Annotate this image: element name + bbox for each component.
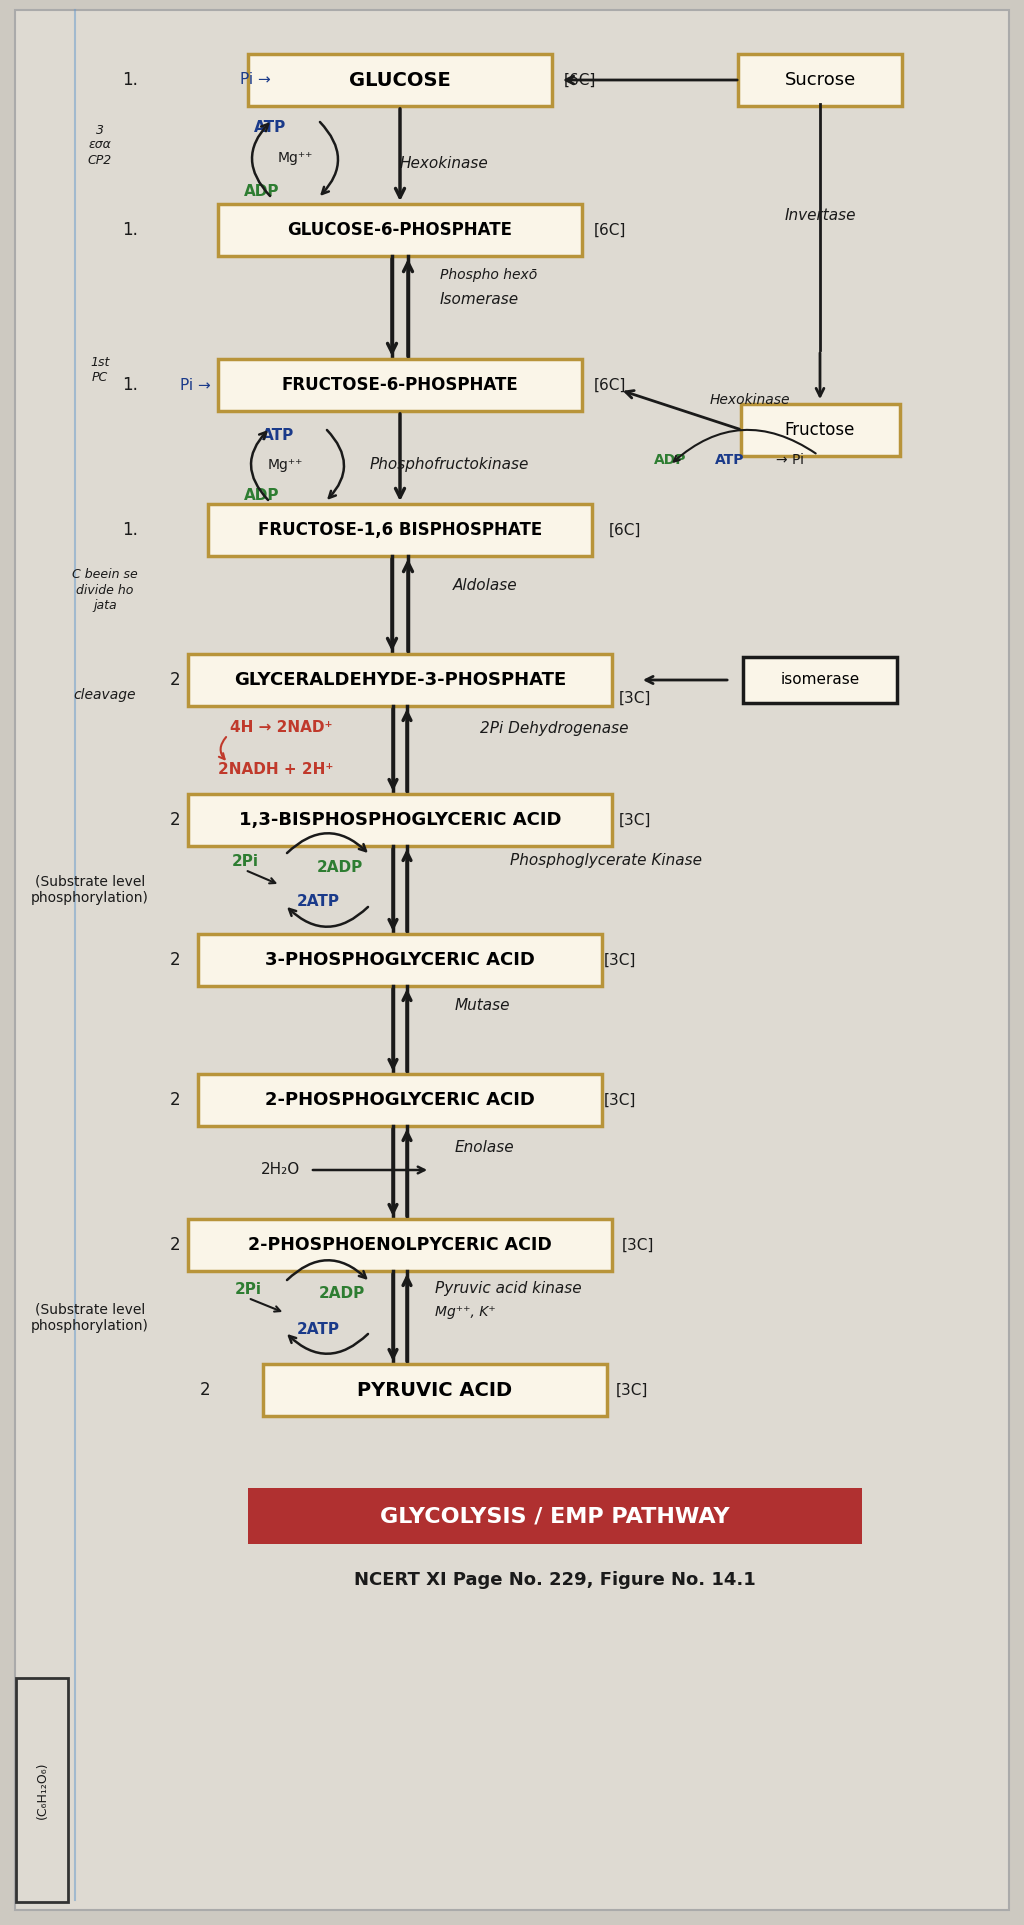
Text: Sucrose: Sucrose bbox=[784, 71, 856, 89]
Text: 2H₂O: 2H₂O bbox=[260, 1163, 300, 1178]
FancyBboxPatch shape bbox=[198, 1074, 602, 1126]
Text: 2ADP: 2ADP bbox=[316, 860, 364, 876]
Text: Phospho hexō: Phospho hexō bbox=[440, 268, 538, 281]
Text: 1.: 1. bbox=[122, 71, 138, 89]
Text: 2ATP: 2ATP bbox=[297, 895, 340, 909]
Text: [3C]: [3C] bbox=[618, 812, 651, 828]
Text: 1.: 1. bbox=[122, 522, 138, 539]
Text: (Substrate level
phosphorylation): (Substrate level phosphorylation) bbox=[31, 1303, 148, 1334]
Text: → Pi: → Pi bbox=[776, 452, 804, 468]
Text: Mg⁺⁺: Mg⁺⁺ bbox=[267, 458, 303, 472]
Text: [6C]: [6C] bbox=[609, 522, 641, 537]
Text: [3C]: [3C] bbox=[604, 1093, 636, 1107]
Text: Invertase: Invertase bbox=[784, 208, 856, 223]
Text: [3C]: [3C] bbox=[615, 1382, 648, 1398]
Text: FRUCTOSE-6-PHOSPHATE: FRUCTOSE-6-PHOSPHATE bbox=[282, 375, 518, 395]
Text: Pi →: Pi → bbox=[240, 73, 270, 87]
Text: [6C]: [6C] bbox=[594, 223, 627, 237]
FancyBboxPatch shape bbox=[198, 934, 602, 986]
Text: 2: 2 bbox=[170, 810, 180, 830]
FancyBboxPatch shape bbox=[208, 504, 592, 556]
FancyBboxPatch shape bbox=[188, 1219, 612, 1271]
Text: NCERT XI Page No. 229, Figure No. 14.1: NCERT XI Page No. 229, Figure No. 14.1 bbox=[354, 1571, 756, 1588]
FancyBboxPatch shape bbox=[15, 10, 1009, 1910]
Text: GLUCOSE-6-PHOSPHATE: GLUCOSE-6-PHOSPHATE bbox=[288, 221, 512, 239]
Text: ADP: ADP bbox=[245, 185, 280, 200]
FancyBboxPatch shape bbox=[188, 793, 612, 845]
Text: Mg⁺⁺, K⁺: Mg⁺⁺, K⁺ bbox=[435, 1305, 496, 1319]
Text: isomerase: isomerase bbox=[780, 672, 859, 687]
Text: GLUCOSE: GLUCOSE bbox=[349, 71, 451, 89]
Text: 1,3-BISPHOSPHOGLYCERIC ACID: 1,3-BISPHOSPHOGLYCERIC ACID bbox=[239, 810, 561, 830]
Text: PYRUVIC ACID: PYRUVIC ACID bbox=[357, 1380, 513, 1399]
Text: ATP: ATP bbox=[715, 452, 744, 468]
Text: 2: 2 bbox=[200, 1380, 210, 1399]
Text: [6C]: [6C] bbox=[564, 73, 596, 87]
Text: Hexokinase: Hexokinase bbox=[710, 393, 791, 406]
Text: ATP: ATP bbox=[262, 427, 294, 443]
Text: 2Pi: 2Pi bbox=[231, 855, 258, 870]
Text: 3
εσα
CP2: 3 εσα CP2 bbox=[88, 123, 112, 166]
Text: cleavage: cleavage bbox=[74, 687, 136, 703]
Text: Phosphoglycerate Kinase: Phosphoglycerate Kinase bbox=[510, 853, 702, 868]
Text: C beein se
divide ho
jata: C beein se divide ho jata bbox=[72, 568, 138, 612]
Text: GLYCOLYSIS / EMP PATHWAY: GLYCOLYSIS / EMP PATHWAY bbox=[380, 1505, 730, 1527]
Text: Pyruvic acid kinase: Pyruvic acid kinase bbox=[435, 1282, 582, 1297]
Text: Hexokinase: Hexokinase bbox=[400, 156, 488, 171]
Text: 2ADP: 2ADP bbox=[318, 1286, 366, 1301]
Text: 1.: 1. bbox=[122, 375, 138, 395]
FancyBboxPatch shape bbox=[738, 54, 902, 106]
Text: Aldolase: Aldolase bbox=[453, 578, 517, 593]
Text: ADP: ADP bbox=[653, 452, 686, 468]
FancyBboxPatch shape bbox=[248, 54, 552, 106]
FancyBboxPatch shape bbox=[16, 1679, 68, 1902]
FancyBboxPatch shape bbox=[218, 204, 582, 256]
Text: Isomerase: Isomerase bbox=[440, 293, 519, 308]
Text: Pi →: Pi → bbox=[179, 377, 210, 393]
Text: 2ATP: 2ATP bbox=[297, 1322, 340, 1338]
Text: [3C]: [3C] bbox=[618, 691, 651, 705]
Text: FRUCTOSE-1,6 BISPHOSPHATE: FRUCTOSE-1,6 BISPHOSPHATE bbox=[258, 522, 542, 539]
Text: 2-PHOSPHOENOLPYCERIC ACID: 2-PHOSPHOENOLPYCERIC ACID bbox=[248, 1236, 552, 1253]
Text: 3-PHOSPHOGLYCERIC ACID: 3-PHOSPHOGLYCERIC ACID bbox=[265, 951, 535, 968]
Text: 2Pi: 2Pi bbox=[234, 1282, 261, 1297]
Text: Enolase: Enolase bbox=[455, 1140, 515, 1155]
Text: 2: 2 bbox=[170, 672, 180, 689]
Text: (C₆H₁₂O₆): (C₆H₁₂O₆) bbox=[36, 1761, 48, 1819]
Text: [3C]: [3C] bbox=[604, 953, 636, 968]
FancyBboxPatch shape bbox=[263, 1365, 607, 1417]
Text: Fructose: Fructose bbox=[784, 422, 855, 439]
FancyBboxPatch shape bbox=[740, 404, 899, 456]
FancyBboxPatch shape bbox=[743, 656, 897, 703]
Text: 2Pi Dehydrogenase: 2Pi Dehydrogenase bbox=[480, 720, 629, 735]
Text: ATP: ATP bbox=[254, 121, 286, 135]
Text: Mg⁺⁺: Mg⁺⁺ bbox=[278, 150, 312, 166]
Text: [6C]: [6C] bbox=[594, 377, 627, 393]
Text: Mutase: Mutase bbox=[455, 997, 511, 1013]
FancyBboxPatch shape bbox=[188, 654, 612, 706]
Text: 2: 2 bbox=[170, 1236, 180, 1253]
Text: 1st
PC: 1st PC bbox=[90, 356, 110, 383]
Text: 4H → 2NAD⁺: 4H → 2NAD⁺ bbox=[230, 720, 333, 735]
Text: 2: 2 bbox=[170, 951, 180, 968]
FancyBboxPatch shape bbox=[248, 1488, 862, 1544]
Text: 2-PHOSPHOGLYCERIC ACID: 2-PHOSPHOGLYCERIC ACID bbox=[265, 1091, 535, 1109]
Text: [3C]: [3C] bbox=[622, 1238, 654, 1253]
Text: 2NADH + 2H⁺: 2NADH + 2H⁺ bbox=[218, 762, 334, 778]
Text: Phosphofructokinase: Phosphofructokinase bbox=[370, 458, 529, 472]
Text: (Substrate level
phosphorylation): (Substrate level phosphorylation) bbox=[31, 874, 148, 905]
Text: 2: 2 bbox=[170, 1091, 180, 1109]
Text: ADP: ADP bbox=[245, 487, 280, 502]
FancyBboxPatch shape bbox=[218, 358, 582, 412]
Text: GLYCERALDEHYDE-3-PHOSPHATE: GLYCERALDEHYDE-3-PHOSPHATE bbox=[233, 672, 566, 689]
Text: 1.: 1. bbox=[122, 221, 138, 239]
